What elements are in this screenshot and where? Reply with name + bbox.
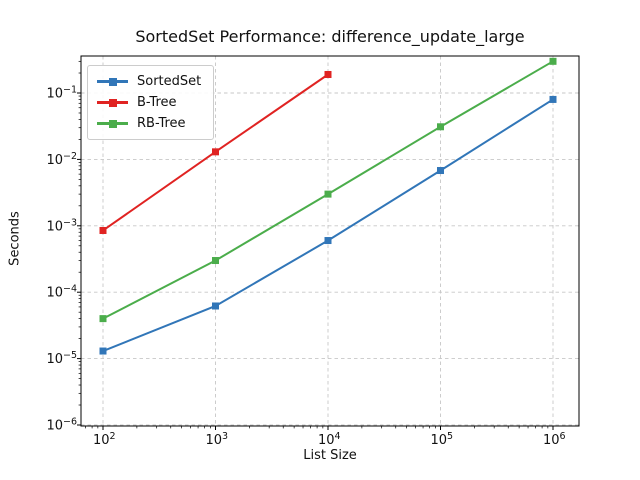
data-point-marker xyxy=(212,302,219,310)
data-point-marker xyxy=(324,70,332,78)
legend-marker-sortedset xyxy=(97,75,128,89)
series-sortedset xyxy=(99,95,557,355)
legend-item-sortedset: SortedSet xyxy=(97,71,201,92)
legend-label: B-Tree xyxy=(137,95,177,110)
y-tick-label: 10−5 xyxy=(46,350,77,367)
data-point-marker xyxy=(99,347,107,355)
data-point-marker xyxy=(437,167,444,175)
x-tick-label: 106 xyxy=(543,431,566,448)
data-point-marker xyxy=(99,226,107,234)
series-layer xyxy=(99,57,557,355)
series-b-tree xyxy=(99,70,332,234)
data-point-marker xyxy=(324,237,332,245)
data-point-marker xyxy=(549,57,557,65)
y-tick-label: 10−2 xyxy=(46,151,77,168)
data-point-marker xyxy=(437,123,444,131)
legend-item-b-tree: B-Tree xyxy=(97,92,201,113)
x-axis-label: List Size xyxy=(303,448,357,463)
x-tick-label: 103 xyxy=(206,431,229,448)
x-tick-label: 105 xyxy=(431,431,454,448)
ticks xyxy=(77,60,554,430)
tick-labels: 102 103 104 105 106 10−1 10−2 10−3 10−4 10−5 10−6 xyxy=(46,85,565,449)
legend: SortedSet B-Tree RB-Tree xyxy=(87,65,215,140)
series-rb-tree xyxy=(99,57,557,323)
data-point-marker xyxy=(324,190,332,198)
legend-item-rb-tree: RB-Tree xyxy=(97,113,201,134)
data-point-marker xyxy=(549,95,557,103)
plot-border xyxy=(80,55,580,427)
legend-marker-rb-tree xyxy=(97,117,128,131)
x-tick-label: 102 xyxy=(93,431,116,448)
legend-marker-b-tree xyxy=(97,96,128,110)
y-tick-label: 10−4 xyxy=(46,284,77,301)
data-point-marker xyxy=(212,148,219,156)
chart-title: SortedSet Performance: difference_update… xyxy=(135,27,525,46)
y-axis-label: Seconds xyxy=(7,211,23,266)
y-tick-label: 10−1 xyxy=(46,85,77,102)
x-tick-label: 104 xyxy=(318,431,341,448)
data-point-marker xyxy=(212,257,219,265)
legend-label: RB-Tree xyxy=(137,116,186,131)
gridlines xyxy=(81,56,579,426)
axes xyxy=(80,55,580,427)
y-tick-label: 10−3 xyxy=(46,217,77,234)
y-tick-label: 10−6 xyxy=(46,417,77,434)
legend-label: SortedSet xyxy=(137,74,202,89)
data-point-marker xyxy=(99,315,107,323)
